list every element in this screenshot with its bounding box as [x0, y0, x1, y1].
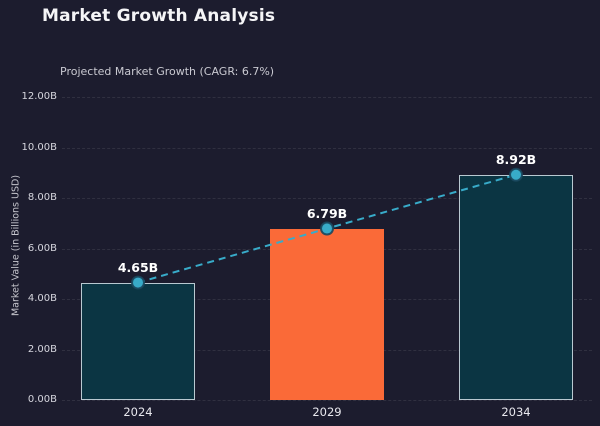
y-tick-label: 10.00B: [21, 141, 58, 153]
y-tick-label: 12.00B: [21, 91, 58, 102]
bar-2029: [270, 228, 384, 400]
y-tick-label: 2.00B: [27, 343, 57, 355]
bar-value-label: 8.92B: [495, 151, 537, 167]
y-tick-label: 4.00B: [27, 293, 57, 304]
bar-2034: [459, 174, 573, 400]
bar-value-label: 4.65B: [117, 259, 159, 275]
chart-title: Market Growth Analysis: [42, 6, 276, 26]
bar-2024: [81, 282, 195, 400]
x-tick-label: 2034: [501, 405, 531, 419]
y-tick-label: 8.00B: [27, 192, 57, 203]
y-tick-label: 6.00B: [27, 242, 57, 254]
x-tick-label: 2029: [312, 405, 342, 419]
y-tick-label: 0.00B: [27, 394, 57, 405]
gridline: [62, 400, 592, 401]
chart-subtitle: Projected Market Growth (CAGR: 6.7%): [60, 65, 275, 78]
gridline: [62, 97, 592, 98]
gridline: [62, 147, 592, 149]
bar-value-label: 6.79B: [306, 205, 348, 221]
x-tick-label: 2024: [123, 405, 153, 419]
